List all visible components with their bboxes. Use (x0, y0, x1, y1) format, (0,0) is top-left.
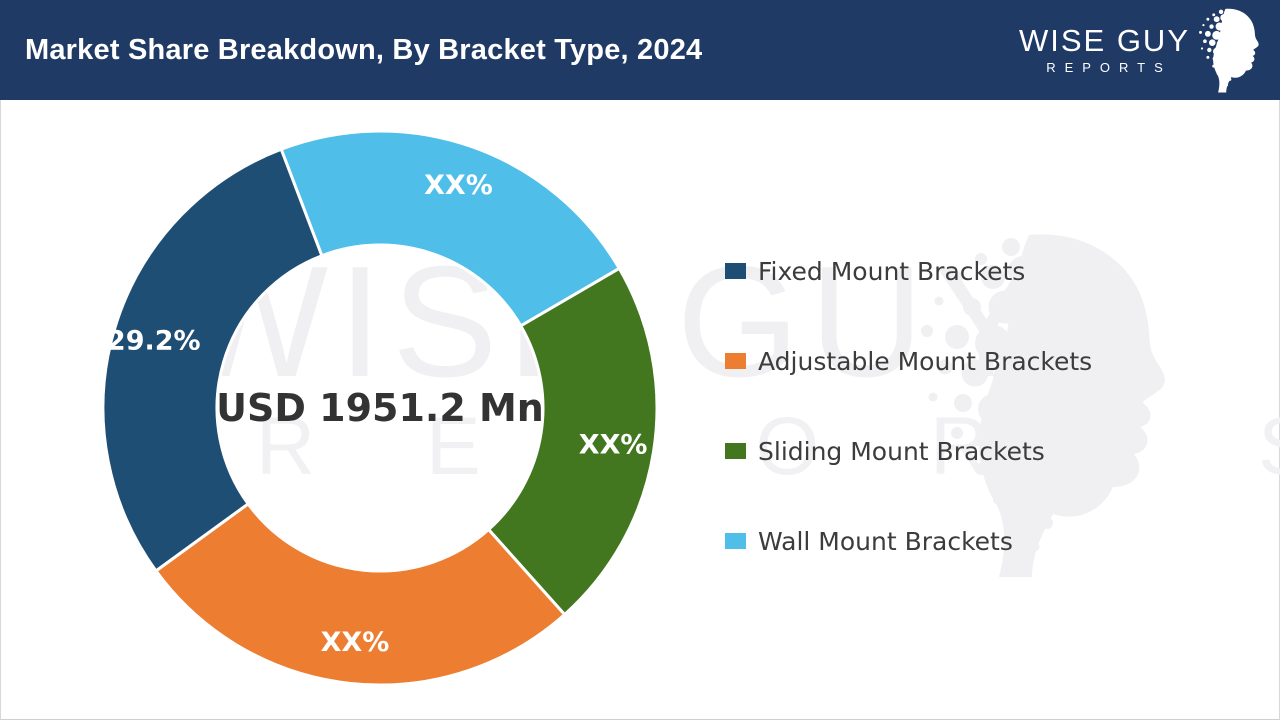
legend-label: Adjustable Mount Brackets (758, 346, 1093, 376)
donut-segment-adjustable-mount-brackets (154, 502, 567, 687)
legend-item-wall-mount-brackets: Wall Mount Brackets (725, 526, 1092, 556)
wiseguy-head-icon (1186, 6, 1262, 94)
legend-swatch (725, 353, 746, 369)
legend-swatch (725, 533, 746, 549)
segment-value-label: XX% (579, 429, 648, 460)
legend-label: Sliding Mount Brackets (758, 436, 1045, 466)
segment-value-label: XX% (424, 170, 493, 201)
legend-label: Fixed Mount Brackets (758, 256, 1026, 286)
donut-segment-fixed-mount-brackets (101, 147, 324, 573)
legend-item-fixed-mount-brackets: Fixed Mount Brackets (725, 256, 1092, 286)
content-area: WISE GUY R E P O R T S XX% XX% XX% 29.2% USD… (0, 100, 1280, 720)
header-bar: Market Share Breakdown, By Bracket Type,… (0, 0, 1280, 100)
donut-center-value: USD 1951.2 Mn (216, 386, 544, 430)
wiseguy-logo: WISE GUY REPORTS (1019, 6, 1262, 94)
legend-swatch (725, 263, 746, 279)
segment-value-label: XX% (321, 627, 390, 658)
segment-value-label: 29.2% (107, 325, 201, 356)
legend-item-sliding-mount-brackets: Sliding Mount Brackets (725, 436, 1092, 466)
legend-item-adjustable-mount-brackets: Adjustable Mount Brackets (725, 346, 1092, 376)
legend-swatch (725, 443, 746, 459)
legend-label: Wall Mount Brackets (758, 526, 1013, 556)
donut-segment-wall-mount-brackets (279, 129, 621, 328)
logo-brand-name: WISE GUY (1018, 23, 1190, 59)
page-title: Market Share Breakdown, By Bracket Type,… (25, 33, 703, 66)
wiseguy-logo-text: WISE GUY REPORTS (1019, 25, 1190, 75)
donut-chart: XX% XX% XX% 29.2% USD 1951.2 Mn (101, 129, 659, 687)
chart-legend: Fixed Mount Brackets Adjustable Mount Bra… (725, 256, 1092, 616)
donut-segment-sliding-mount-brackets (487, 266, 659, 617)
logo-brand-subtitle: REPORTS (1046, 59, 1172, 75)
